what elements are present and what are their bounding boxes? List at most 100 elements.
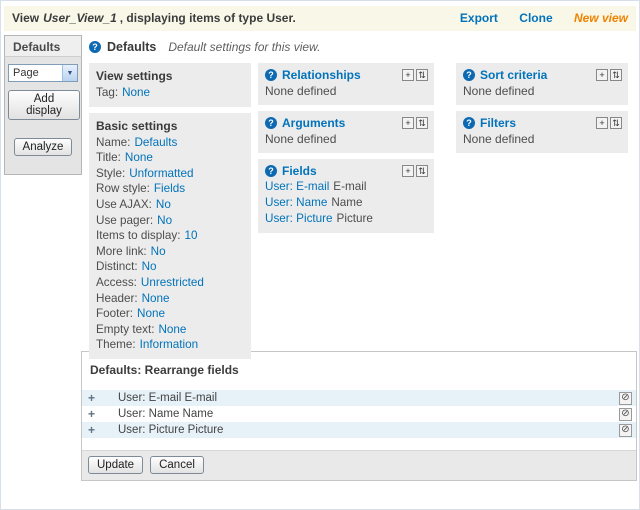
setting-value-link[interactable]: Information [139,338,199,352]
setting-label: Name: [96,135,131,149]
rearrange-row-label: User: Picture Picture [118,424,224,436]
sort-criteria-title-link[interactable]: ? Sort criteria [463,68,547,82]
help-icon: ? [463,117,475,129]
column-2: ? Relationships + ⇅ None defined ? Argumen… [258,63,434,239]
field-row: User: E-mail E-mail [265,179,428,195]
fields-title-link[interactable]: ? Fields [265,164,317,178]
view-settings-pane: View settings Tag: None [89,63,251,107]
setting-value-link[interactable]: Defaults [134,135,178,149]
setting-value-link[interactable]: No [157,213,173,227]
help-icon[interactable]: ? [89,41,101,53]
add-icon[interactable]: + [402,69,414,81]
new-view-link[interactable]: New view [573,11,628,25]
view-settings-title: View settings [96,69,173,83]
help-icon: ? [265,165,277,177]
field-label: Name [331,196,363,209]
display-header: ? Defaults Default settings for this vie… [86,35,636,63]
setting-value-link[interactable]: No [150,244,166,258]
setting-value-link[interactable]: No [155,197,171,211]
add-icon[interactable]: + [596,69,608,81]
pane-controls: + ⇅ [596,117,622,129]
pane-controls: + ⇅ [402,69,428,81]
rearrange-fields-form: Defaults: Rearrange fields + User: E-mai… [81,351,637,481]
setting-value-link[interactable]: No [141,260,157,274]
column-3: ? Sort criteria + ⇅ None defined ? Filters [456,63,628,159]
analyze-button[interactable]: Analyze [13,138,73,156]
arguments-title-link[interactable]: ? Arguments [265,116,345,130]
sort-criteria-pane: ? Sort criteria + ⇅ None defined [456,63,628,105]
field-row: User: Picture Picture [265,211,428,227]
column-1: View settings Tag: None Basic settings Na… [89,63,251,365]
field-link[interactable]: User: Picture [265,212,333,225]
rearrange-row: + User: Picture Picture ⊘ [82,422,636,438]
setting-label: Items to display: [96,229,181,243]
add-icon[interactable]: + [402,117,414,129]
remove-icon[interactable]: ⊘ [619,423,632,437]
setting-label: Style: [96,166,126,180]
setting-label: Theme: [96,338,136,352]
relationships-title-link[interactable]: ? Relationships [265,68,361,82]
setting-row: Footer: None [96,306,245,322]
drag-handle-icon[interactable]: + [88,391,96,405]
relationships-pane: ? Relationships + ⇅ None defined [258,63,434,105]
remove-icon[interactable]: ⊘ [619,407,632,421]
clone-link[interactable]: Clone [519,11,553,25]
field-link[interactable]: User: Name [265,196,328,209]
setting-value-link[interactable]: Unrestricted [140,275,204,289]
rearrange-icon[interactable]: ⇅ [416,69,428,81]
export-link[interactable]: Export [459,11,498,25]
setting-row: Distinct: No [96,259,245,275]
setting-value-link[interactable]: None [124,151,153,165]
field-label: E-mail [333,180,367,193]
setting-value-link[interactable]: Unformatted [129,166,194,180]
setting-value-link[interactable]: None [137,307,165,321]
field-link[interactable]: User: E-mail [265,180,330,193]
display-title: Defaults [107,40,157,54]
add-icon[interactable]: + [402,165,414,177]
sort-criteria-empty: None defined [463,84,535,98]
fields-pane: ? Fields + ⇅ User: E-mail E-mail User: Nam… [258,159,434,233]
setting-label: Title: [96,151,121,165]
rearrange-icon[interactable]: ⇅ [610,69,622,81]
filters-title-link[interactable]: ? Filters [463,116,516,130]
setting-label: Empty text: [96,322,155,336]
pane-controls: + ⇅ [402,165,428,177]
rearrange-icon[interactable]: ⇅ [610,117,622,129]
setting-label: Row style: [96,182,150,196]
remove-icon[interactable]: ⊘ [619,391,632,405]
rearrange-title: Defaults: Rearrange fields [90,363,239,377]
drag-handle-icon[interactable]: + [88,407,96,421]
setting-value-link[interactable]: None [141,291,170,305]
view-actions: Export Clone New view [442,11,628,25]
field-row: User: Name Name [265,195,428,211]
display-type-select-value: Page [13,67,39,79]
setting-value-link[interactable]: Fields [153,182,186,196]
rearrange-row: + User: Name Name ⊘ [82,406,636,422]
chevron-down-icon: ▼ [62,65,77,81]
drag-handle-icon[interactable]: + [88,423,96,437]
arguments-pane: ? Arguments + ⇅ None defined [258,111,434,153]
setting-value-link[interactable]: 10 [184,229,198,243]
setting-value-link[interactable]: None [122,86,151,99]
setting-value-link[interactable]: None [158,322,187,336]
field-label: Picture [336,212,373,225]
cancel-button[interactable]: Cancel [150,456,204,474]
setting-row: Use AJAX: No [96,197,245,213]
setting-row: Theme: Information [96,337,245,353]
setting-label: More link: [96,244,147,258]
rearrange-icon[interactable]: ⇅ [416,117,428,129]
setting-label: Header: [96,291,138,305]
display-type-select[interactable]: Page ▼ [8,64,78,82]
rearrange-icon[interactable]: ⇅ [416,165,428,177]
view-header-bar: View User_View_1, displaying items of typ… [4,6,636,31]
view-name: User_View_1 [43,11,117,25]
update-button[interactable]: Update [88,456,144,474]
tab-defaults[interactable]: Defaults [4,35,82,57]
basic-settings-title: Basic settings [96,118,178,133]
setting-label: Use AJAX: [96,197,152,211]
add-display-button[interactable]: Add display [8,90,80,120]
add-icon[interactable]: + [596,117,608,129]
display-subtitle: Default settings for this view. [168,40,321,54]
display-sidebar: Defaults Page ▼ Add display Analyze [4,35,82,175]
